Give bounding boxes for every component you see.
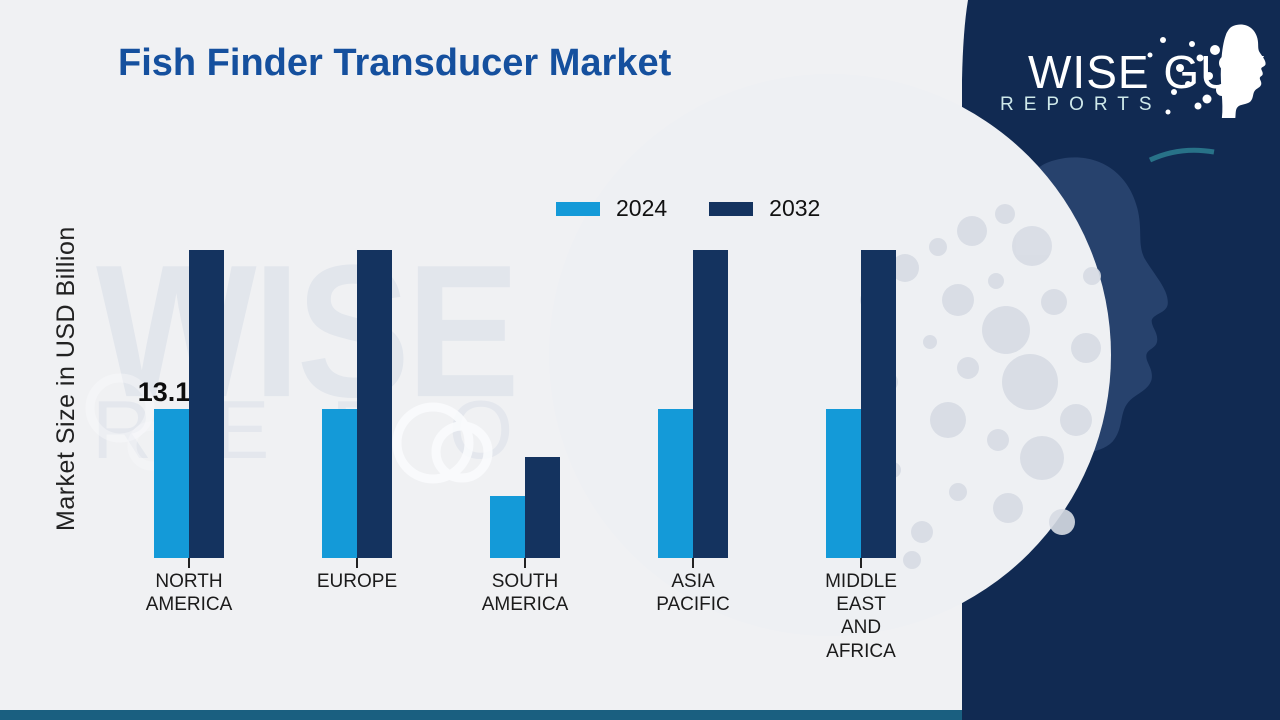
legend-swatch-2032 — [709, 201, 754, 216]
category-label-middle-east-and-africa: MIDDLE EAST AND AFRICA — [825, 571, 897, 662]
plot-area: 13.12 NORTH AMERICA EUROPE SOUTH AMERICA ASI… — [115, 240, 935, 662]
y-axis-label: Market Size in USD Billion — [52, 226, 80, 532]
bar-2024-north-america: 13.12 — [138, 377, 205, 558]
x-axis-tick-europe — [356, 558, 358, 568]
logo-reports-text: REPORTS — [1000, 94, 1162, 115]
bar-2032-south-america — [525, 456, 560, 558]
x-axis-tick-middle-east-and-africa — [860, 558, 862, 568]
x-axis-tick-asia-pacific — [692, 558, 694, 568]
legend: 2024 2032 — [556, 195, 820, 222]
bar-group-asia-pacific: ASIA PACIFIC — [619, 240, 767, 615]
bar-2024-middle-east-and-africa — [826, 409, 861, 558]
logo-swoosh — [1148, 147, 1215, 163]
bar-2032-asia-pacific — [693, 250, 728, 558]
legend-label-2024: 2024 — [616, 195, 668, 221]
bar-group-south-america: SOUTH AMERICA — [451, 240, 599, 615]
category-label-north-america: NORTH AMERICA — [145, 571, 233, 616]
legend-item-2032: 2032 — [709, 195, 820, 222]
bar-group-europe: EUROPE — [283, 240, 431, 592]
bubble-cluster — [860, 204, 1101, 569]
category-label-europe: EUROPE — [316, 571, 398, 592]
category-label-asia-pacific: ASIA PACIFIC — [656, 571, 730, 616]
bar-2032-north-america — [189, 250, 224, 558]
x-axis-tick-south-america — [524, 558, 526, 568]
bar-group-middle-east-and-africa: MIDDLE EAST AND AFRICA — [787, 240, 935, 662]
page-title: Fish Finder Transducer Market — [118, 42, 672, 84]
logo-dots-icon — [1147, 29, 1240, 115]
legend-item-2024: 2024 — [556, 195, 667, 222]
bar-group-north-america: 13.12 NORTH AMERICA — [115, 240, 263, 615]
bar-2024-asia-pacific — [658, 409, 693, 558]
bar-2024-europe — [322, 409, 357, 558]
bar-2032-europe — [357, 250, 392, 558]
bar-2032-middle-east-and-africa — [861, 250, 896, 558]
legend-label-2032: 2032 — [769, 195, 821, 221]
bottom-accent-bar — [0, 710, 1280, 720]
bar-2024-south-america — [490, 495, 525, 558]
x-axis-tick-north-america — [188, 558, 190, 568]
category-label-south-america: SOUTH AMERICA — [481, 571, 569, 616]
legend-swatch-2024 — [556, 201, 600, 216]
